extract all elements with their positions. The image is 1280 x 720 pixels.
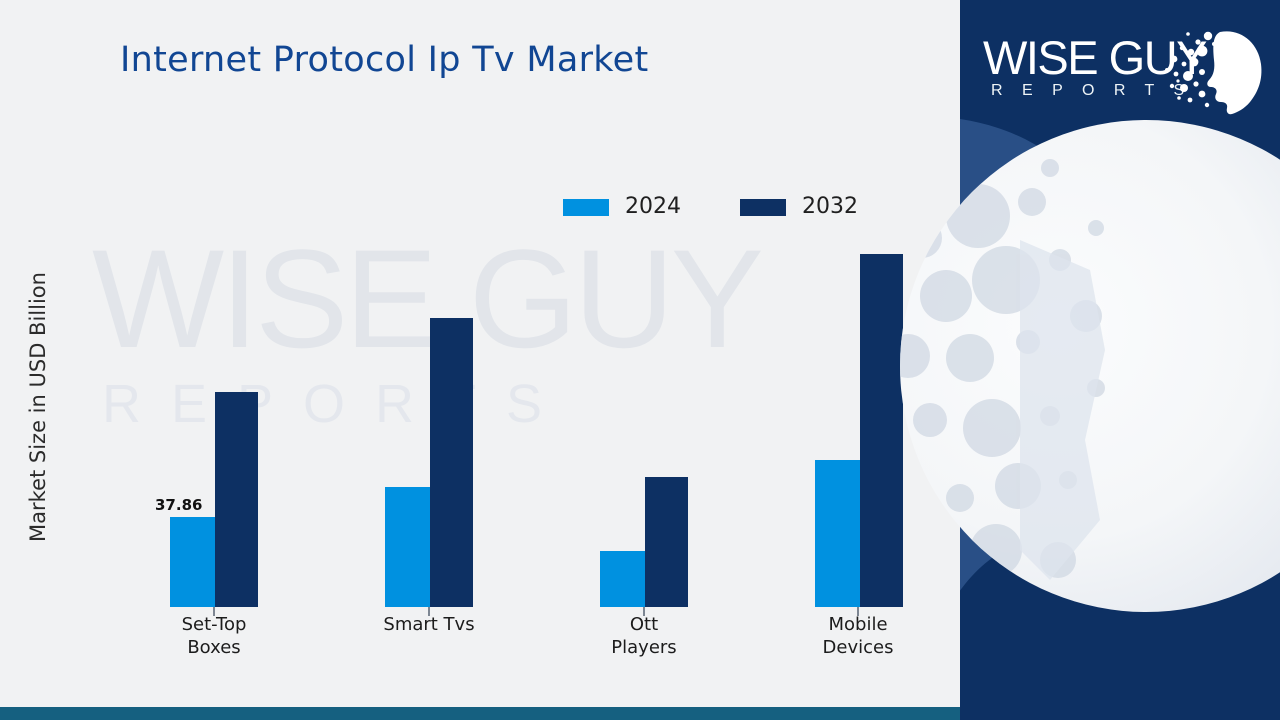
logo-subtext: R E P O R T S: [991, 82, 1192, 99]
x-tick-ott-players: [643, 607, 645, 616]
head-profile-dots-icon: [1165, 31, 1262, 115]
page-title: Internet Protocol Ip Tv Market: [120, 40, 649, 80]
x-axis-label-line: Players: [611, 637, 677, 659]
x-axis-label-line: Ott: [629, 614, 659, 635]
legend-swatch-2032: [740, 198, 786, 216]
bar-chart: Market Size in USD Billion 2024 2032 37.…: [26, 196, 938, 659]
legend-item-2032[interactable]: 2032: [740, 196, 858, 218]
x-axis-label-mobile-devices: Mobile Devices: [778, 613, 938, 659]
logo-wordmark: WISE GUY: [983, 31, 1208, 84]
dot-pattern-icon: [900, 159, 1105, 580]
plot-area: 37.86 Set-Top Boxes Smart Tvs Ott Player…: [134, 254, 938, 659]
bottom-accent-strip: [0, 707, 960, 720]
legend-swatch-2024: [563, 198, 609, 216]
x-axis-label-line: Set-Top: [181, 614, 247, 635]
legend-item-2024[interactable]: 2024: [563, 196, 681, 218]
legend-label-2024: 2024: [625, 194, 681, 219]
x-axis-label-line: Smart Tvs: [383, 614, 475, 635]
bar-mobile-devices-2024[interactable]: [815, 460, 860, 607]
x-tick-smart-tvs: [428, 607, 430, 616]
x-axis-label-set-top-boxes: Set-Top Boxes: [134, 613, 294, 659]
legend-label-2032: 2032: [802, 194, 858, 219]
x-axis-label-ott-players: Ott Players: [564, 613, 724, 659]
x-axis-label-line: Boxes: [187, 637, 241, 659]
x-tick-mobile-devices: [857, 607, 859, 616]
x-axis-label-smart-tvs: Smart Tvs: [349, 613, 509, 636]
bar-mobile-devices-2032[interactable]: [860, 254, 903, 607]
x-axis-label-line: Mobile: [828, 614, 888, 635]
bar-set-top-boxes-2032[interactable]: [215, 392, 258, 607]
bar-ott-players-2024[interactable]: [600, 551, 645, 607]
x-axis-label-line: Devices: [822, 637, 894, 659]
bar-ott-players-2032[interactable]: [645, 477, 688, 607]
decorative-circle: [900, 120, 1280, 612]
bar-smart-tvs-2032[interactable]: [430, 318, 473, 607]
brand-logo[interactable]: WISE GUY R E P O R T S: [983, 30, 1265, 118]
x-tick-set-top-boxes: [213, 607, 215, 616]
bar-set-top-boxes-2024[interactable]: [170, 517, 215, 607]
bar-smart-tvs-2024[interactable]: [385, 487, 430, 607]
bar-value-label-set-top-boxes-2024: 37.86: [155, 496, 203, 514]
